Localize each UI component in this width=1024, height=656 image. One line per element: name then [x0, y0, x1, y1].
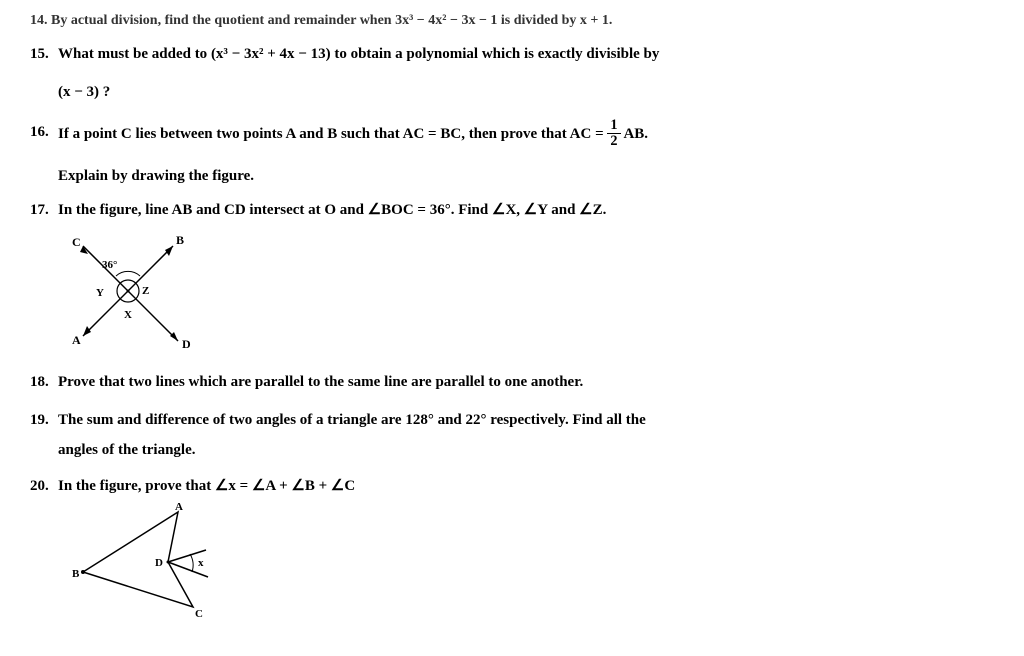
q15-part2: to obtain a polynomial which is exactly … [331, 46, 660, 62]
q17-label-a: A [72, 333, 81, 347]
q19-number: 19. [30, 408, 58, 432]
question-18: 18. Prove that two lines which are paral… [30, 370, 994, 394]
question-19: 19. The sum and difference of two angles… [30, 408, 994, 432]
q20-text: In the figure, prove that ∠x = ∠A + ∠B +… [58, 474, 994, 498]
q17-number: 17. [30, 198, 58, 222]
question-20: 20. In the figure, prove that ∠x = ∠A + … [30, 474, 994, 498]
q16-text: If a point C lies between two points A a… [58, 120, 994, 150]
q16-frac-den: 2 [607, 134, 620, 148]
q16-fraction: 12 [607, 118, 620, 148]
q19-text: The sum and difference of two angles of … [58, 408, 994, 432]
q20-label-x: x [198, 557, 204, 569]
q17-label-c: C [72, 235, 81, 249]
q17-label-z: Z [142, 285, 149, 297]
q17-label-d: D [182, 337, 191, 351]
q20-label-c: C [195, 608, 203, 620]
q15-part1: What must be added to [58, 46, 211, 62]
q16-frac-num: 1 [607, 118, 620, 133]
q16-sub: Explain by drawing the figure. [58, 164, 994, 188]
q16-part2: AB. [621, 127, 649, 143]
q20-label-a: A [175, 502, 183, 513]
q20-label-d: D [155, 557, 163, 569]
question-17: 17. In the figure, line AB and CD inters… [30, 198, 994, 222]
q16-part1: If a point C lies between two points A a… [58, 127, 607, 143]
q17-angle-36: 36° [102, 259, 117, 271]
q16-number: 16. [30, 120, 58, 144]
q20-figure: A B C D x [58, 502, 994, 622]
q19-line1: The sum and difference of two angles of … [58, 412, 646, 428]
q18-number: 18. [30, 370, 58, 394]
q17-text: In the figure, line AB and CD intersect … [58, 198, 994, 222]
q17-figure: C B A D 36° Y Z X [58, 226, 994, 356]
q15-poly: (x³ − 3x² + 4x − 13) [211, 46, 331, 62]
q15-line2: (x − 3) ? [58, 80, 994, 104]
q20-label-b: B [72, 568, 80, 580]
q20-number: 20. [30, 474, 58, 498]
q14-partial: 14. By actual division, find the quotien… [30, 10, 994, 32]
question-16: 16. If a point C lies between two points… [30, 120, 994, 150]
q17-label-b: B [176, 233, 184, 247]
question-15: 15. What must be added to (x³ − 3x² + 4x… [30, 42, 994, 66]
q17-label-x: X [124, 309, 132, 321]
q15-number: 15. [30, 42, 58, 66]
q18-text: Prove that two lines which are parallel … [58, 370, 994, 394]
q19-line2: angles of the triangle. [58, 438, 994, 462]
q17-label-y: Y [96, 287, 104, 299]
q15-text: What must be added to (x³ − 3x² + 4x − 1… [58, 42, 994, 66]
